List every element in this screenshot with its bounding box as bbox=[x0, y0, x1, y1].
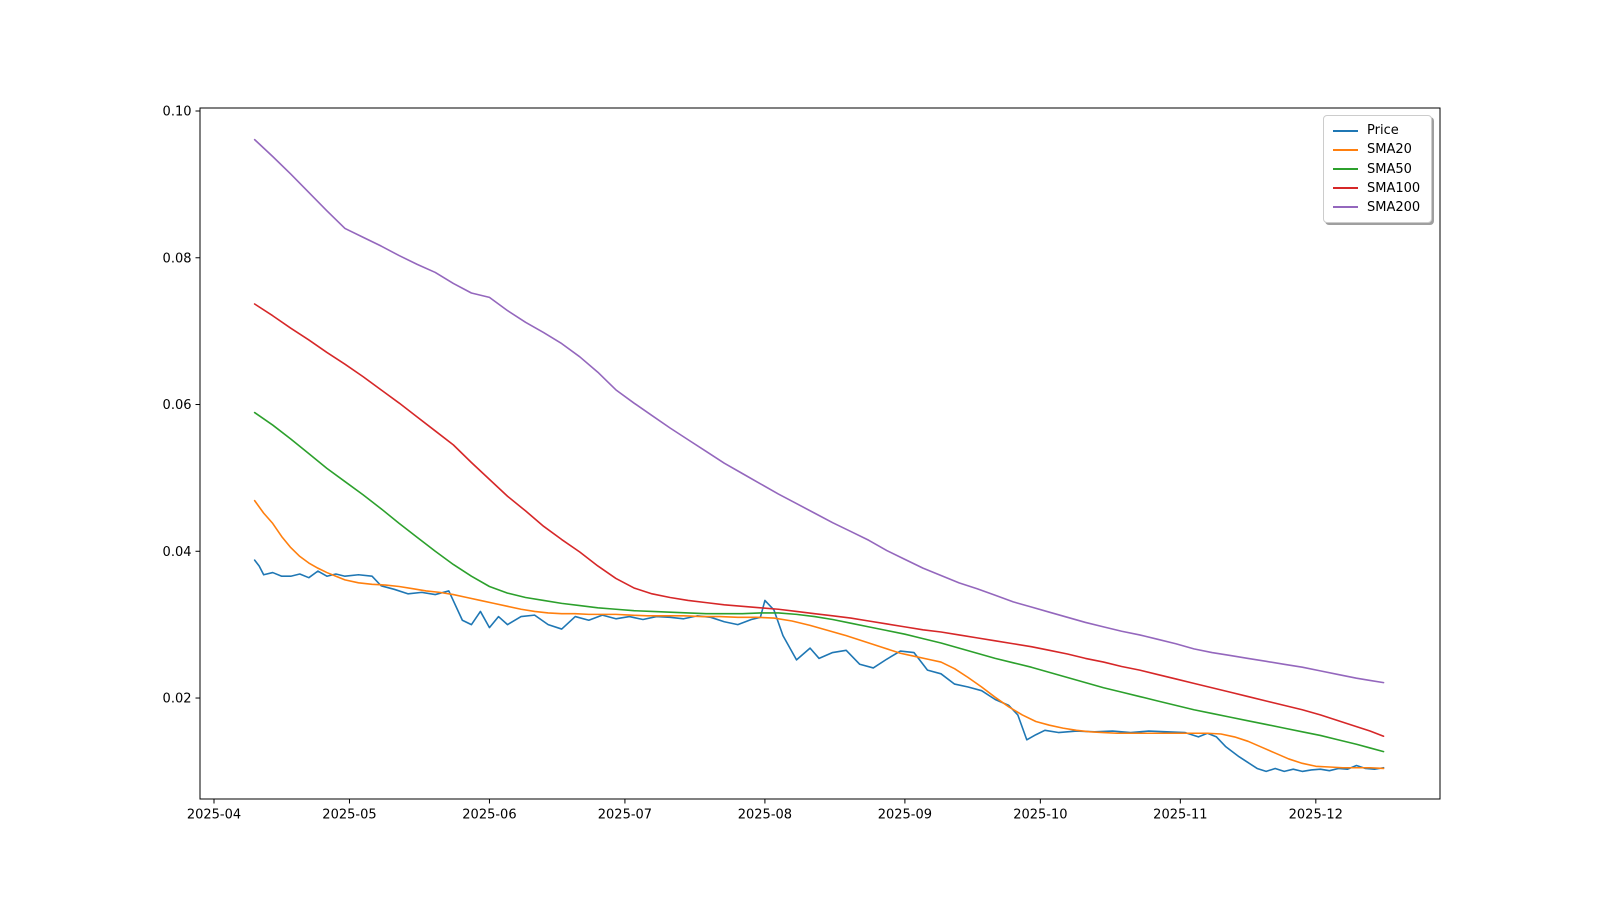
legend-line-swatch bbox=[1333, 129, 1358, 132]
legend-label: SMA50 bbox=[1367, 161, 1412, 177]
legend-item-price: Price bbox=[1333, 121, 1422, 140]
axes-frame bbox=[199, 107, 1441, 800]
x-tick-label: 2025-05 bbox=[322, 808, 376, 823]
legend-line-swatch bbox=[1333, 187, 1358, 190]
legend-item-sma100: SMA100 bbox=[1333, 179, 1422, 198]
series-line-price bbox=[253, 559, 1385, 773]
y-tick-label: 0.04 bbox=[163, 545, 192, 560]
legend-line-swatch bbox=[1333, 148, 1358, 151]
x-tick-label: 2025-12 bbox=[1289, 808, 1343, 823]
legend-label: Price bbox=[1367, 123, 1399, 139]
series-line-sma200 bbox=[253, 138, 1385, 684]
y-tick-label: 0.02 bbox=[163, 692, 192, 707]
y-tick-label: 0.06 bbox=[163, 398, 192, 413]
legend-label: SMA100 bbox=[1367, 180, 1421, 196]
x-tick-label: 2025-10 bbox=[1013, 808, 1067, 823]
legend-item-sma200: SMA200 bbox=[1333, 198, 1422, 217]
x-tick-label: 2025-06 bbox=[462, 808, 516, 823]
legend-label: SMA20 bbox=[1367, 142, 1412, 158]
x-tick-label: 2025-11 bbox=[1153, 808, 1207, 823]
x-tick-label: 2025-07 bbox=[598, 808, 652, 823]
x-tick-label: 2025-08 bbox=[738, 808, 792, 823]
legend-line-swatch bbox=[1333, 206, 1358, 209]
x-tick-label: 2025-09 bbox=[878, 808, 932, 823]
legend-label: SMA200 bbox=[1367, 199, 1421, 215]
legend-item-sma50: SMA50 bbox=[1333, 159, 1422, 178]
y-tick-label: 0.10 bbox=[163, 105, 192, 120]
series-line-sma50 bbox=[253, 411, 1385, 753]
y-tick-label: 0.08 bbox=[163, 251, 192, 266]
legend-line-swatch bbox=[1333, 168, 1358, 170]
series-line-sma20 bbox=[253, 499, 1385, 770]
x-tick-label: 2025-04 bbox=[187, 808, 241, 823]
legend: Price SMA20 SMA50 SMA100 SMA200 bbox=[1323, 115, 1432, 223]
series-line-sma100 bbox=[253, 303, 1385, 737]
legend-item-sma20: SMA20 bbox=[1333, 140, 1422, 159]
